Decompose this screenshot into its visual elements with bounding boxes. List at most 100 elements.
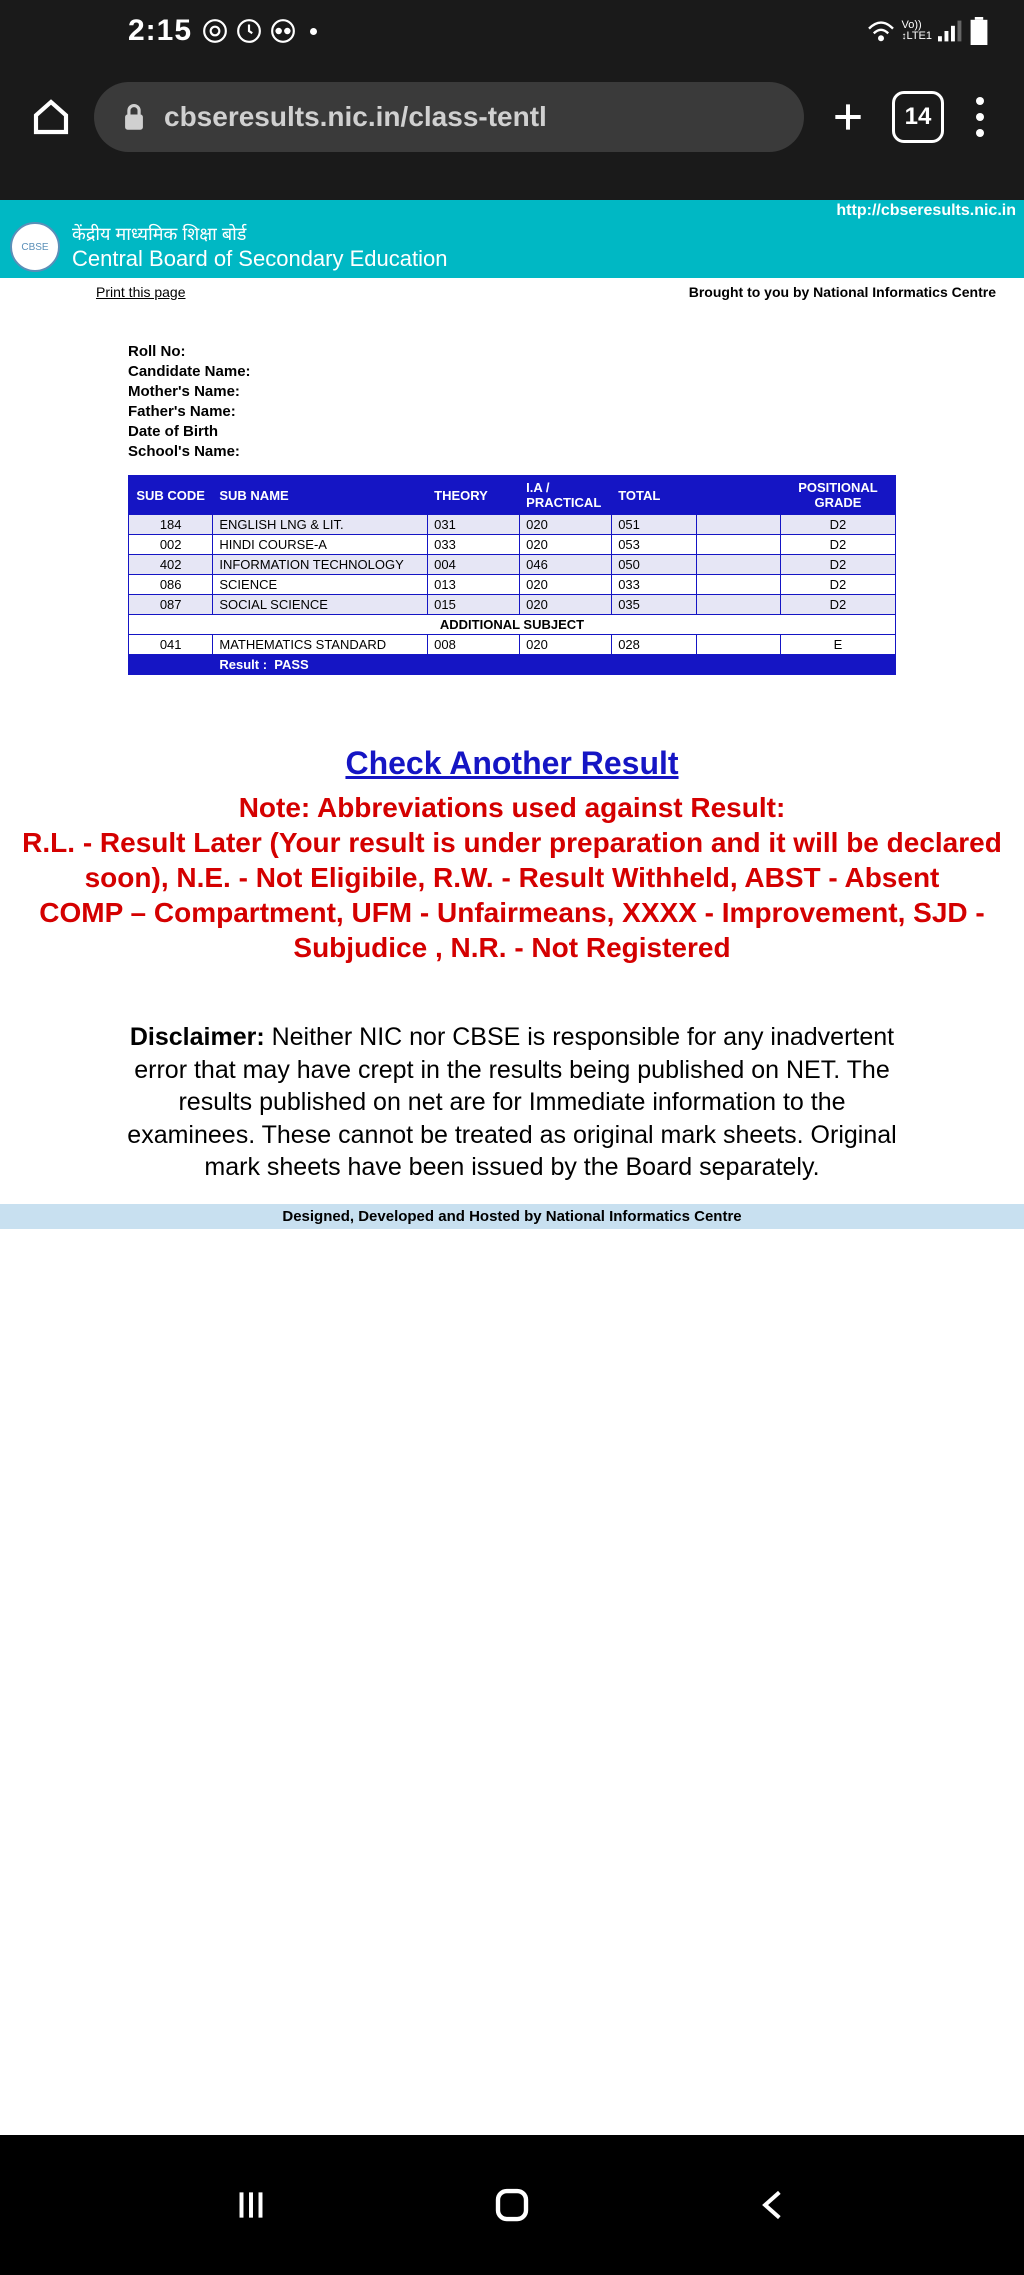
result-status-row: Result : PASS bbox=[129, 655, 896, 675]
home-nav-button[interactable] bbox=[482, 2175, 542, 2235]
table-row: 002 HINDI COURSE-A 033 020 053 D2 bbox=[129, 535, 896, 555]
cell-spacer bbox=[696, 595, 780, 615]
col-theory: THEORY bbox=[428, 476, 520, 515]
candidate-name-label: Candidate Name: bbox=[128, 363, 1024, 380]
tab-count: 14 bbox=[905, 103, 932, 131]
dot-icon bbox=[976, 129, 984, 137]
school-name-label: School's Name: bbox=[128, 443, 1024, 460]
cell-spacer bbox=[696, 575, 780, 595]
mother-name-label: Mother's Name: bbox=[128, 383, 1024, 400]
status-right: Vo)) ↕LTE1 bbox=[866, 17, 988, 45]
cell-total: 033 bbox=[612, 575, 696, 595]
cell-spacer bbox=[696, 515, 780, 535]
cell-grade: D2 bbox=[780, 595, 895, 615]
battery-icon bbox=[970, 17, 988, 45]
cell-prac: 020 bbox=[520, 595, 612, 615]
cell-name: ENGLISH LNG & LIT. bbox=[213, 515, 428, 535]
recents-icon bbox=[232, 2186, 270, 2224]
cell-name: HINDI COURSE-A bbox=[213, 535, 428, 555]
cell-total: 028 bbox=[612, 635, 696, 655]
utility-row: Print this page Brought to you by Nation… bbox=[0, 278, 1024, 320]
dot-icon bbox=[976, 113, 984, 121]
note-body-1: R.L. - Result Later (Your result is unde… bbox=[16, 825, 1008, 895]
cell-code: 184 bbox=[129, 515, 213, 535]
cell-grade: D2 bbox=[780, 555, 895, 575]
clock-time: 2:15 bbox=[128, 14, 192, 48]
brought-by-text: Brought to you by National Informatics C… bbox=[689, 284, 996, 300]
cell-name: SCIENCE bbox=[213, 575, 428, 595]
disclaimer: Disclaimer: Neither NIC nor CBSE is resp… bbox=[0, 965, 1024, 1200]
cell-code: 086 bbox=[129, 575, 213, 595]
col-grade: POSITIONAL GRADE bbox=[780, 476, 895, 515]
cell-grade: E bbox=[780, 635, 895, 655]
check-another-link[interactable]: Check Another Result bbox=[345, 745, 678, 781]
cell-theory: 008 bbox=[428, 635, 520, 655]
back-nav-button[interactable] bbox=[743, 2175, 803, 2235]
menu-button[interactable] bbox=[964, 97, 996, 137]
cell-theory: 015 bbox=[428, 595, 520, 615]
table-row: 086 SCIENCE 013 020 033 D2 bbox=[129, 575, 896, 595]
lte-indicator: Vo)) ↕LTE1 bbox=[902, 20, 932, 42]
cell-total: 053 bbox=[612, 535, 696, 555]
col-total: TOTAL bbox=[612, 476, 696, 515]
status-app-icons bbox=[202, 18, 317, 44]
table-header-row: SUB CODE SUB NAME THEORY I.A / PRACTICAL… bbox=[129, 476, 896, 515]
result-table-container: SUB CODE SUB NAME THEORY I.A / PRACTICAL… bbox=[0, 475, 1024, 675]
table-row: 087 SOCIAL SCIENCE 015 020 035 D2 bbox=[129, 595, 896, 615]
cell-theory: 004 bbox=[428, 555, 520, 575]
cell-spacer bbox=[696, 555, 780, 575]
whatsapp-icon bbox=[236, 18, 262, 44]
cell-code: 041 bbox=[129, 635, 213, 655]
result-label-cell: Result : PASS bbox=[213, 655, 428, 675]
cell-code: 087 bbox=[129, 595, 213, 615]
cell-grade: D2 bbox=[780, 515, 895, 535]
cell-prac: 020 bbox=[520, 635, 612, 655]
signal-icon bbox=[938, 20, 964, 42]
board-name-hindi: केंद्रीय माध्यमिक शिक्षा बोर्ड bbox=[72, 222, 447, 246]
cell-spacer bbox=[696, 535, 780, 555]
cell-total: 050 bbox=[612, 555, 696, 575]
footer-credit: Designed, Developed and Hosted by Nation… bbox=[0, 1204, 1024, 1229]
recents-button[interactable] bbox=[221, 2175, 281, 2235]
cbse-header: CBSE केंद्रीय माध्यमिक शिक्षा बोर्ड Cent… bbox=[0, 220, 1024, 278]
plus-icon bbox=[829, 98, 867, 136]
url-text: cbseresults.nic.in/class-tentl bbox=[164, 101, 547, 133]
cell-total: 035 bbox=[612, 595, 696, 615]
abbreviations-note: Note: Abbreviations used against Result:… bbox=[0, 790, 1024, 965]
father-name-label: Father's Name: bbox=[128, 403, 1024, 420]
cell-spacer bbox=[696, 635, 780, 655]
cell-prac: 020 bbox=[520, 515, 612, 535]
cell-name: MATHEMATICS STANDARD bbox=[213, 635, 428, 655]
status-bar: 2:15 Vo)) ↕LTE1 bbox=[0, 0, 1024, 62]
lock-icon bbox=[122, 103, 146, 131]
address-bar[interactable]: cbseresults.nic.in/class-tentl bbox=[94, 82, 804, 152]
tabs-button[interactable]: 14 bbox=[892, 91, 944, 143]
note-body-2: COMP – Compartment, UFM - Unfairmeans, X… bbox=[16, 895, 1008, 965]
student-info: Roll No: Candidate Name: Mother's Name: … bbox=[0, 320, 1024, 475]
result-table: SUB CODE SUB NAME THEORY I.A / PRACTICAL… bbox=[128, 475, 896, 675]
cell-prac: 046 bbox=[520, 555, 612, 575]
disclaimer-label: Disclaimer: bbox=[130, 1023, 265, 1051]
print-link[interactable]: Print this page bbox=[96, 284, 186, 300]
roll-no-label: Roll No: bbox=[128, 343, 1024, 360]
cell-total: 051 bbox=[612, 515, 696, 535]
table-row: 402 INFORMATION TECHNOLOGY 004 046 050 D… bbox=[129, 555, 896, 575]
home-nav-icon bbox=[491, 2184, 533, 2226]
table-row: 184 ENGLISH LNG & LIT. 031 020 051 D2 bbox=[129, 515, 896, 535]
check-another-container: Check Another Result bbox=[0, 675, 1024, 790]
home-button[interactable] bbox=[28, 94, 74, 140]
cell-prac: 020 bbox=[520, 535, 612, 555]
webpage-viewport: http://cbseresults.nic.in CBSE केंद्रीय … bbox=[0, 200, 1024, 2135]
browser-toolbar: cbseresults.nic.in/class-tentl 14 bbox=[0, 62, 1024, 172]
wifi-icon bbox=[866, 19, 896, 43]
cell-name: SOCIAL SCIENCE bbox=[213, 595, 428, 615]
additional-subject-header: ADDITIONAL SUBJECT bbox=[129, 615, 896, 635]
dob-label: Date of Birth bbox=[128, 423, 1024, 440]
cell-theory: 013 bbox=[428, 575, 520, 595]
new-tab-button[interactable] bbox=[824, 93, 872, 141]
cell-prac: 020 bbox=[520, 575, 612, 595]
board-name-english: Central Board of Secondary Education bbox=[72, 246, 447, 272]
more-dot-icon bbox=[310, 28, 317, 35]
system-nav-bar bbox=[0, 2135, 1024, 2275]
cell-code: 402 bbox=[129, 555, 213, 575]
